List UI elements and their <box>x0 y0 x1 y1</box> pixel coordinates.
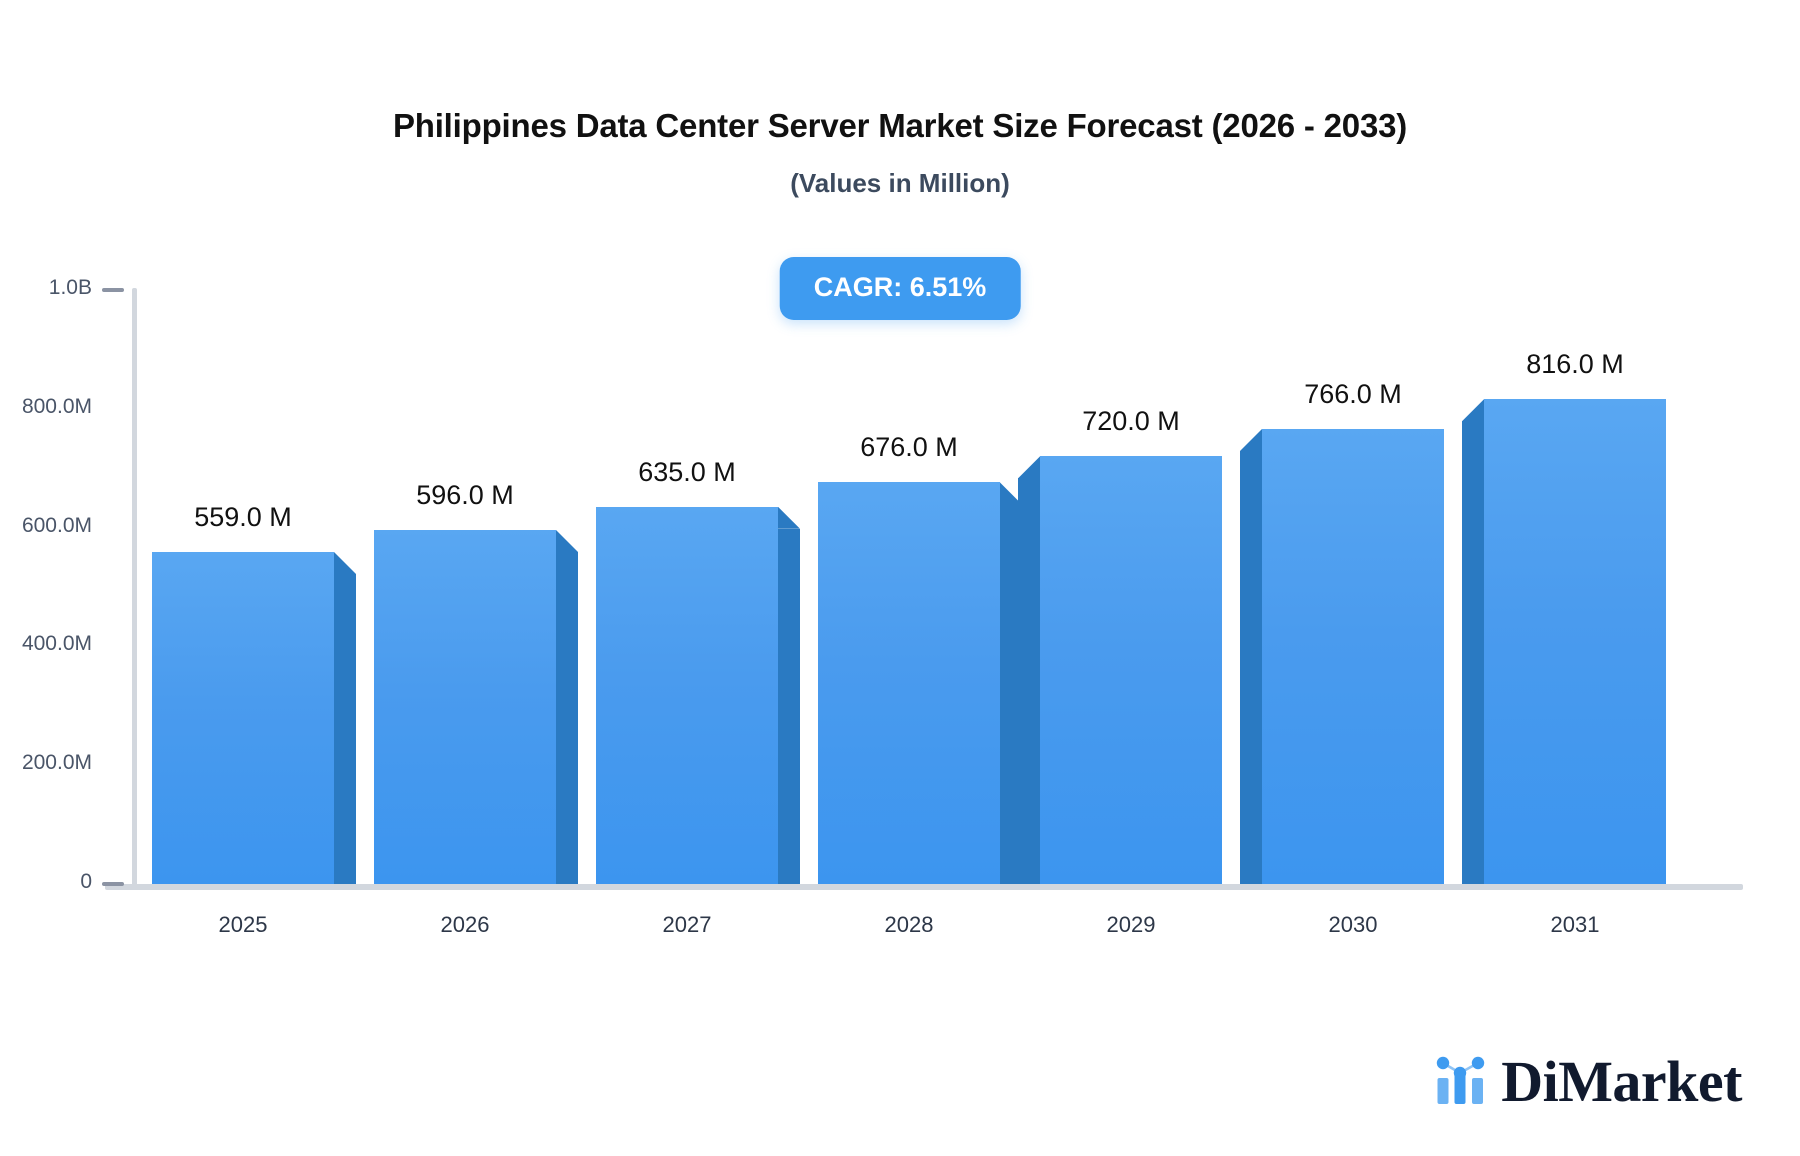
bar-value-label: 816.0 M <box>1526 349 1624 380</box>
bar-3d-cap <box>1018 456 1040 479</box>
bar-face <box>152 551 334 884</box>
logo-text: DiMarket <box>1501 1049 1742 1114</box>
bar-3d-side <box>1462 421 1484 884</box>
bar-3d-side <box>556 551 578 884</box>
y-tick-label: 1.0B <box>48 276 92 299</box>
bar-column[interactable] <box>596 506 800 884</box>
bar-face <box>1040 456 1222 884</box>
y-tick-label: 800.0M <box>21 394 92 418</box>
bar-3d-side <box>1018 478 1040 884</box>
bar-3d-side <box>1000 504 1022 884</box>
x-tick-label: 2026 <box>440 912 490 937</box>
bar-3d-side <box>1240 450 1262 884</box>
bar-chart-logo-icon <box>1434 1054 1488 1111</box>
chart-subtitle: (Values in Million) <box>790 168 1010 198</box>
bar-value-label: 720.0 M <box>1082 406 1180 437</box>
bar-3d-cap <box>1462 399 1484 422</box>
bar-3d-cap <box>778 506 800 529</box>
bar-column[interactable] <box>1018 456 1222 884</box>
bar-3d-cap <box>556 529 578 552</box>
x-tick-label: 2025 <box>218 912 268 937</box>
bar-value-label: 635.0 M <box>638 456 736 487</box>
bar-value-label: 596.0 M <box>416 479 514 510</box>
y-axis-line <box>132 288 137 886</box>
bar-3d-cap <box>334 551 356 574</box>
brand-logo: DiMarket <box>1434 1053 1742 1111</box>
bar-face <box>596 506 778 884</box>
bar-3d-side <box>778 528 800 884</box>
x-tick-label: 2030 <box>1328 912 1378 937</box>
y-tick-label: 400.0M <box>21 632 92 656</box>
bar-face <box>1262 428 1444 884</box>
bar-face <box>1484 399 1666 884</box>
y-tick-label: 600.0M <box>21 513 92 537</box>
bar-column[interactable] <box>818 482 1022 884</box>
page-title: Philippines Data Center Server Market Si… <box>392 107 1408 144</box>
bar-column[interactable] <box>1462 399 1666 884</box>
bar-column[interactable] <box>1240 428 1444 884</box>
bar-face <box>374 529 556 884</box>
y-tick-mark <box>102 882 124 886</box>
bar-column[interactable] <box>374 529 578 884</box>
cagr-badge: CAGR: 6.51% <box>779 257 1021 320</box>
x-axis-line <box>105 884 1743 890</box>
bar-value-label: 559.0 M <box>194 501 292 532</box>
bar-face <box>818 482 1000 884</box>
y-tick-label: 0 <box>80 870 92 893</box>
bar-value-label: 676.0 M <box>860 432 958 463</box>
bar-3d-cap <box>1240 428 1262 451</box>
x-tick-label: 2027 <box>662 912 712 937</box>
x-tick-label: 2029 <box>1106 912 1156 937</box>
y-tick-mark <box>102 288 124 292</box>
bar-column[interactable] <box>152 551 356 884</box>
x-tick-label: 2028 <box>884 912 934 937</box>
x-tick-label: 2031 <box>1550 912 1600 937</box>
y-tick-label: 200.0M <box>21 751 92 775</box>
bar-value-label: 766.0 M <box>1304 378 1402 409</box>
bar-3d-side <box>334 573 356 884</box>
